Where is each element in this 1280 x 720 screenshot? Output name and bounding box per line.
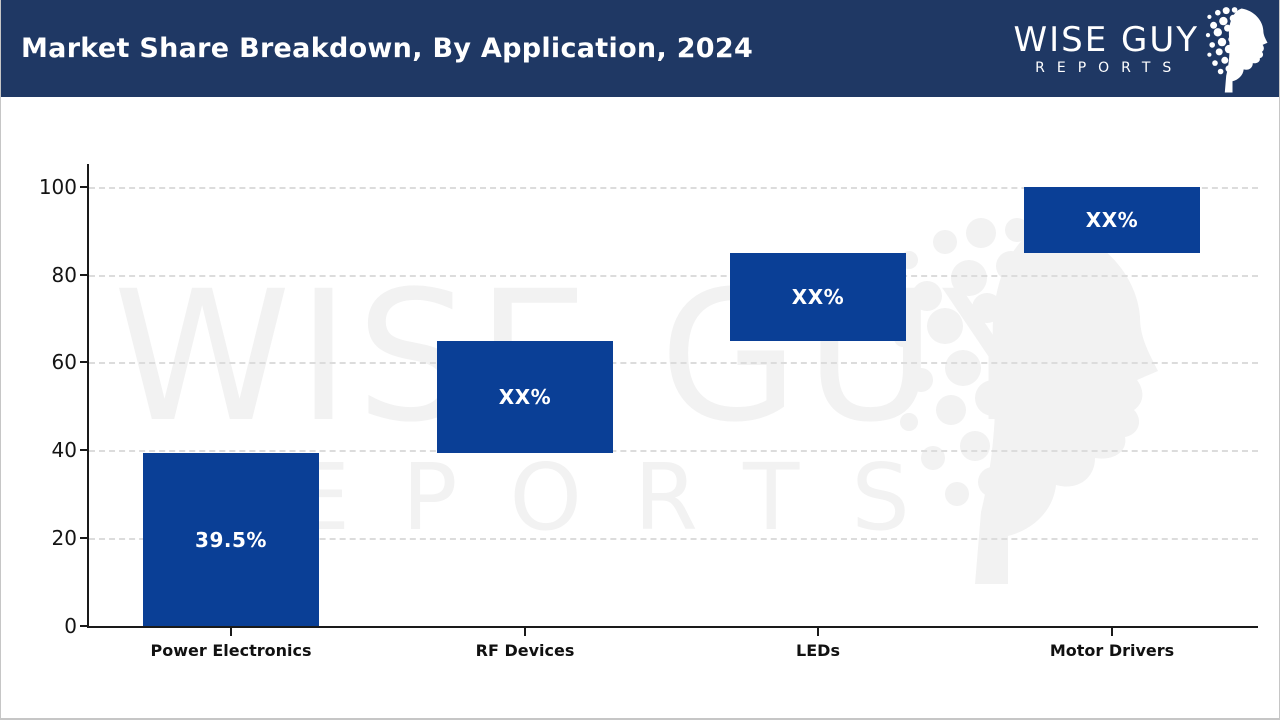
x-axis-label-2: LEDs (796, 641, 840, 660)
bar-2: XX% (730, 253, 906, 341)
x-axis-tick-0 (230, 628, 232, 636)
y-axis-tick-label-80: 80 (51, 263, 77, 287)
gridline-40 (89, 450, 1258, 452)
y-axis-tick-label-40: 40 (51, 438, 77, 462)
y-axis-tick-label-0: 0 (64, 614, 77, 638)
y-axis-tick-0 (80, 625, 88, 627)
y-axis-tick-20 (80, 537, 88, 539)
bar-value-label-1: XX% (498, 385, 552, 409)
page-title: Market Share Breakdown, By Application, … (21, 33, 754, 64)
y-axis-tick-80 (80, 274, 88, 276)
header-bar: Market Share Breakdown, By Application, … (1, 0, 1279, 97)
y-axis-spine (87, 164, 89, 628)
x-axis-tick-2 (817, 628, 819, 636)
x-axis-tick-1 (524, 628, 526, 636)
bar-1: XX% (437, 341, 613, 453)
bar-value-label-0: 39.5% (195, 527, 267, 552)
y-axis-tick-100 (80, 186, 88, 188)
logo-subtext: REPORTS (1035, 60, 1184, 76)
brand-logo: WISE GUY REPORTS (1013, 4, 1271, 94)
y-axis-tick-label-100: 100 (38, 175, 77, 199)
gridline-60 (89, 362, 1258, 364)
bar-3: XX% (1024, 187, 1200, 253)
x-axis-tick-3 (1111, 628, 1113, 636)
gridline-100 (89, 187, 1258, 189)
logo-wordmark: WISE GUY (1013, 20, 1199, 60)
watermark-dotted-head-icon (894, 218, 1158, 584)
y-axis-tick-label-60: 60 (51, 350, 77, 374)
x-axis-label-1: RF Devices (475, 641, 575, 660)
y-axis-tick-40 (80, 449, 88, 451)
logo-dotted-head-icon (1205, 6, 1268, 92)
gridline-20 (89, 538, 1258, 540)
bar-value-label-2: XX% (791, 285, 845, 309)
x-axis-label-3: Motor Drivers (1049, 641, 1175, 660)
gridline-80 (89, 275, 1258, 277)
bar-value-label-3: XX% (1085, 208, 1139, 232)
x-axis-label-0: Power Electronics (150, 641, 312, 660)
y-axis-tick-label-20: 20 (51, 526, 77, 550)
x-axis-spine (87, 626, 1258, 628)
y-axis-tick-60 (80, 361, 88, 363)
bar-0: 39.5% (143, 453, 319, 626)
